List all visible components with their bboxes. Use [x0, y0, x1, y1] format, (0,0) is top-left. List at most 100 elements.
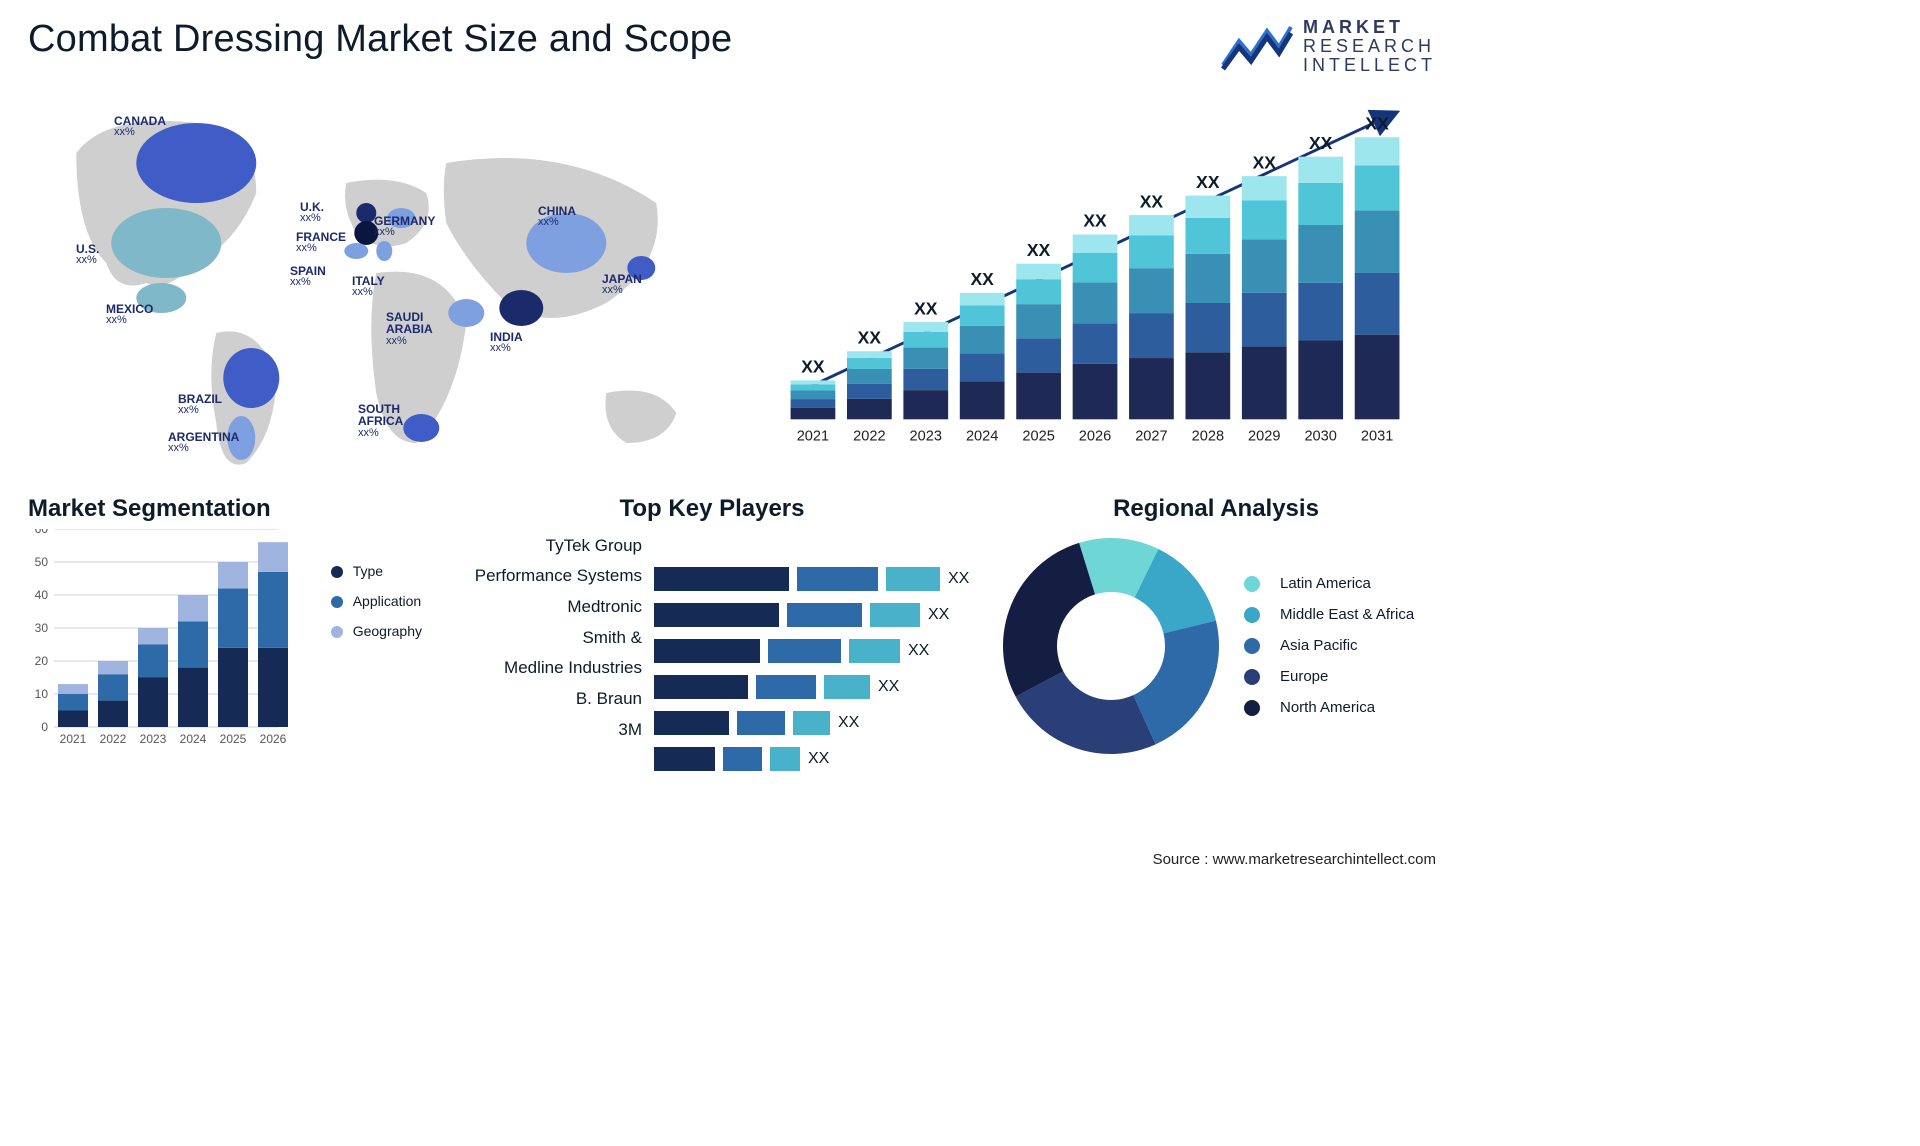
key-player-bar: XX — [654, 675, 972, 699]
regional-legend: Latin America Middle East & Africa Asia Pa… — [1244, 575, 1414, 716]
logo-line-3: INTELLECT — [1303, 56, 1436, 75]
svg-text:0: 0 — [41, 720, 48, 734]
map-label-germany: GERMANYxx% — [374, 215, 435, 239]
svg-text:2024: 2024 — [966, 428, 998, 444]
svg-text:2025: 2025 — [1022, 428, 1054, 444]
page-title: Combat Dressing Market Size and Scope — [28, 18, 732, 61]
map-label-canada: CANADAxx% — [114, 115, 166, 139]
segmentation-legend: Type Application Geography — [331, 563, 422, 639]
map-label-u-k-: U.K.xx% — [300, 201, 324, 225]
map-label-south-africa: SOUTHAFRICAxx% — [358, 403, 403, 440]
segmentation-title: Market Segmentation — [28, 495, 428, 523]
segmentation-legend-item: Geography — [331, 623, 422, 639]
key-player-label: 3M — [452, 721, 642, 740]
segmentation-legend-item: Application — [331, 593, 422, 609]
key-players-bars: XX XX XX XX XX XX — [654, 537, 972, 771]
segmentation-panel: Market Segmentation 0 10 20 30 40 50 60 2021 202… — [28, 495, 428, 795]
regional-legend-item: Europe — [1244, 668, 1414, 685]
source-text: Source : www.marketresearchintellect.com — [1153, 851, 1436, 868]
map-label-mexico: MEXICOxx% — [106, 303, 153, 327]
svg-text:2024: 2024 — [180, 732, 207, 746]
svg-text:10: 10 — [35, 687, 49, 701]
svg-text:XX: XX — [1252, 152, 1276, 172]
key-player-bar: XX — [654, 567, 972, 591]
svg-text:XX: XX — [1083, 210, 1107, 230]
svg-text:XX: XX — [970, 269, 994, 289]
page: Combat Dressing Market Size and Scope MA… — [0, 0, 1464, 874]
regional-legend-item: Latin America — [1244, 575, 1414, 592]
growth-chart-svg: XX 2021 XX 2022 XX 2023 XX 2024 XX 2025 XX 2026 XX 20… — [775, 93, 1436, 483]
key-player-label: Performance Systems — [452, 567, 642, 586]
regional-body: Latin America Middle East & Africa Asia Pa… — [996, 531, 1436, 761]
world-map: CANADAxx%U.S.xx%MEXICOxx%BRAZILxx%ARGENT… — [28, 93, 745, 483]
svg-text:2027: 2027 — [1135, 428, 1167, 444]
map-label-spain: SPAINxx% — [290, 265, 326, 289]
key-player-bar: XX — [654, 603, 972, 627]
logo-line-2: RESEARCH — [1303, 37, 1436, 56]
map-label-india: INDIAxx% — [490, 331, 523, 355]
key-player-value: XX — [928, 606, 949, 624]
regional-legend-item: Middle East & Africa — [1244, 606, 1414, 623]
svg-text:XX: XX — [857, 327, 881, 347]
svg-text:XX: XX — [1365, 113, 1389, 133]
map-label-france: FRANCExx% — [296, 231, 346, 255]
svg-text:XX: XX — [801, 356, 825, 376]
key-player-value: XX — [878, 678, 899, 696]
key-player-value: XX — [908, 642, 929, 660]
map-label-italy: ITALYxx% — [352, 275, 385, 299]
svg-text:2026: 2026 — [260, 732, 287, 746]
svg-text:20: 20 — [35, 654, 49, 668]
svg-text:2021: 2021 — [60, 732, 87, 746]
svg-text:2028: 2028 — [1191, 428, 1223, 444]
key-players-panel: Top Key Players TyTek Group Performance S… — [452, 495, 972, 795]
map-label-argentina: ARGENTINAxx% — [168, 431, 239, 455]
bottom-row: Market Segmentation 0 10 20 30 40 50 60 2021 202… — [28, 495, 1436, 795]
hero-row: CANADAxx%U.S.xx%MEXICOxx%BRAZILxx%ARGENT… — [28, 93, 1436, 483]
svg-text:XX: XX — [914, 298, 938, 318]
svg-text:50: 50 — [35, 555, 49, 569]
key-player-label: Smith & — [452, 629, 642, 648]
svg-text:2030: 2030 — [1304, 428, 1336, 444]
map-label-u-s-: U.S.xx% — [76, 243, 99, 267]
svg-text:2023: 2023 — [140, 732, 167, 746]
svg-text:60: 60 — [35, 529, 49, 536]
growth-chart: XX 2021 XX 2022 XX 2023 XX 2024 XX 2025 XX 2026 XX 20… — [775, 93, 1436, 483]
regional-title: Regional Analysis — [996, 495, 1436, 523]
logo-icon — [1221, 21, 1293, 71]
regional-donut — [996, 531, 1226, 761]
key-player-value: XX — [838, 714, 859, 732]
svg-text:XX: XX — [1139, 191, 1163, 211]
svg-text:XX: XX — [1309, 133, 1333, 153]
svg-text:2025: 2025 — [220, 732, 247, 746]
key-player-value: XX — [808, 750, 829, 768]
svg-text:2022: 2022 — [100, 732, 127, 746]
svg-text:2029: 2029 — [1248, 428, 1280, 444]
key-player-label: TyTek Group — [452, 537, 642, 556]
logo-text: MARKET RESEARCH INTELLECT — [1303, 18, 1436, 75]
brand-logo: MARKET RESEARCH INTELLECT — [1221, 18, 1436, 75]
svg-text:XX: XX — [1026, 240, 1050, 260]
key-players-title: Top Key Players — [452, 495, 972, 523]
key-player-value: XX — [948, 570, 969, 588]
map-label-china: CHINAxx% — [538, 205, 576, 229]
svg-text:2031: 2031 — [1360, 428, 1392, 444]
key-players-body: TyTek Group Performance Systems Medtronic S… — [452, 537, 972, 771]
regional-panel: Regional Analysis Latin America Middle Ea… — [996, 495, 1436, 795]
svg-text:2023: 2023 — [909, 428, 941, 444]
key-player-bar: XX — [654, 747, 972, 771]
map-label-saudi-arabia: SAUDIARABIAxx% — [386, 311, 433, 348]
svg-text:40: 40 — [35, 588, 49, 602]
regional-legend-item: North America — [1244, 699, 1414, 716]
header: Combat Dressing Market Size and Scope MA… — [28, 18, 1436, 75]
svg-text:2022: 2022 — [853, 428, 885, 444]
svg-text:2021: 2021 — [796, 428, 828, 444]
key-player-label: B. Braun — [452, 690, 642, 709]
map-label-japan: JAPANxx% — [602, 273, 642, 297]
segmentation-legend-item: Type — [331, 563, 422, 579]
key-player-label: Medtronic — [452, 598, 642, 617]
regional-legend-item: Asia Pacific — [1244, 637, 1414, 654]
svg-text:30: 30 — [35, 621, 49, 635]
key-players-labels: TyTek Group Performance Systems Medtronic S… — [452, 537, 642, 771]
key-player-bar: XX — [654, 711, 972, 735]
svg-text:2026: 2026 — [1078, 428, 1110, 444]
